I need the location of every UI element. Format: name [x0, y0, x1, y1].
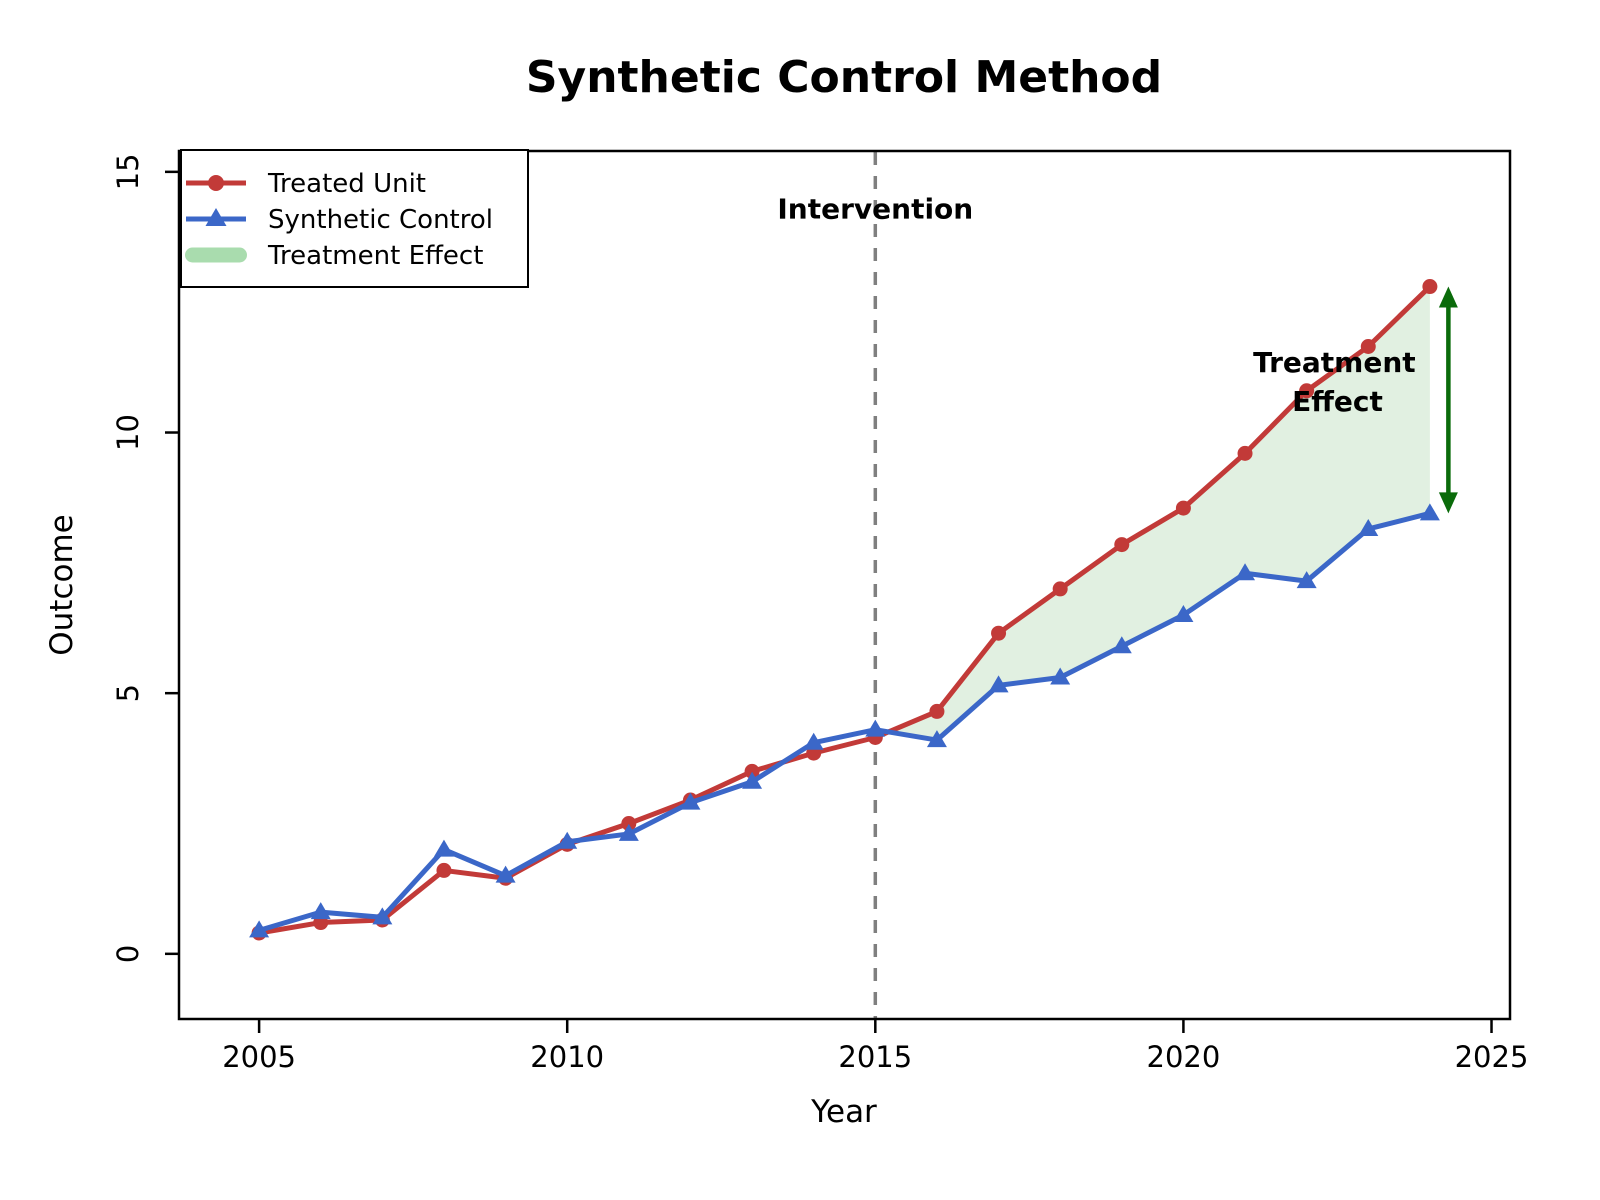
synthetic-control-marker — [988, 675, 1009, 693]
y-tick-label: 0 — [111, 945, 145, 963]
synthetic-control-marker — [865, 719, 886, 737]
y-tick-label: 5 — [111, 684, 145, 702]
synthetic-control-marker — [249, 920, 270, 938]
synthetic-control-marker — [803, 732, 824, 750]
treated-unit-marker — [1299, 383, 1315, 399]
synthetic-control-marker — [372, 907, 393, 925]
synthetic-control-marker — [680, 792, 701, 810]
y-tick-label: 15 — [111, 153, 145, 190]
legend-label-synthetic-control: Synthetic Control — [268, 205, 493, 235]
y-tick-label: 10 — [111, 414, 145, 451]
legend: Treated Unit Synthetic Control Treatment… — [180, 149, 529, 288]
synthetic-control-line — [256, 510, 1433, 933]
treated-unit-line — [256, 284, 1433, 936]
legend-label-treatment-effect: Treatment Effect — [267, 241, 483, 271]
axes-layer: 2005 2010 2015 2020 2025 0 5 10 15 — [111, 153, 1528, 1074]
effect-arrow-layer — [1438, 286, 1458, 514]
treatment-effect-legend-swatch — [185, 247, 247, 263]
synthetic-control-marker — [1173, 604, 1194, 622]
synthetic-control-marker — [557, 831, 578, 849]
intervention-label: Intervention — [777, 192, 973, 225]
synthetic-control-marker — [310, 902, 331, 920]
treated-unit-marker — [1052, 581, 1068, 597]
treated-unit-marker — [1175, 500, 1191, 516]
treated-unit-marker — [436, 862, 452, 878]
treated-unit-marker — [1422, 279, 1438, 295]
treatment-effect-label-line2: Effect — [1292, 385, 1383, 418]
chart-title: Synthetic Control Method — [526, 52, 1162, 103]
treated-unit-marker — [744, 763, 760, 779]
synthetic-control-marker — [618, 823, 639, 841]
synthetic-control-marker — [495, 865, 516, 883]
x-tick-label: 2025 — [1455, 1040, 1529, 1074]
synthetic-control-marker — [1235, 563, 1256, 581]
x-tick-label: 2015 — [838, 1040, 912, 1074]
effect-arrow-head-up-icon — [1438, 286, 1458, 308]
treated-unit-marker — [1360, 338, 1376, 354]
x-tick-label: 2020 — [1147, 1040, 1221, 1074]
plot-border — [177, 149, 1512, 1021]
legend-label-treated-unit: Treated Unit — [267, 169, 426, 199]
synthetic-control-marker — [433, 839, 454, 857]
treatment-effect-fill-layer — [875, 286, 1430, 741]
synthetic-control-legend-marker-icon — [205, 208, 227, 226]
series-layer — [249, 279, 1440, 941]
x-tick-label: 2010 — [530, 1040, 604, 1074]
synthetic-control-marker — [1419, 503, 1440, 521]
synthetic-control-marker — [742, 771, 763, 789]
effect-arrow-head-down-icon — [1438, 492, 1458, 514]
synthetic-control-marker — [926, 730, 947, 748]
synthetic-control-marker — [1050, 667, 1071, 685]
synthetic-control-marker — [1111, 636, 1132, 654]
x-axis-title: Year — [810, 1094, 877, 1130]
x-tick-label: 2005 — [222, 1040, 296, 1074]
treated-unit-marker — [621, 816, 637, 832]
treatment-effect-fill — [875, 286, 1430, 741]
treated-unit-marker — [1237, 445, 1253, 461]
treated-unit-marker — [1114, 537, 1130, 553]
treated-unit-marker — [991, 625, 1007, 641]
y-axis-title: Outcome — [44, 514, 80, 655]
synthetic-control-marker — [1296, 571, 1317, 589]
treated-unit-marker — [929, 703, 945, 719]
treatment-effect-label-line1: Treatment — [1253, 346, 1416, 379]
treated-unit-legend-marker-icon — [208, 175, 224, 191]
synthetic-control-marker — [1358, 518, 1379, 536]
